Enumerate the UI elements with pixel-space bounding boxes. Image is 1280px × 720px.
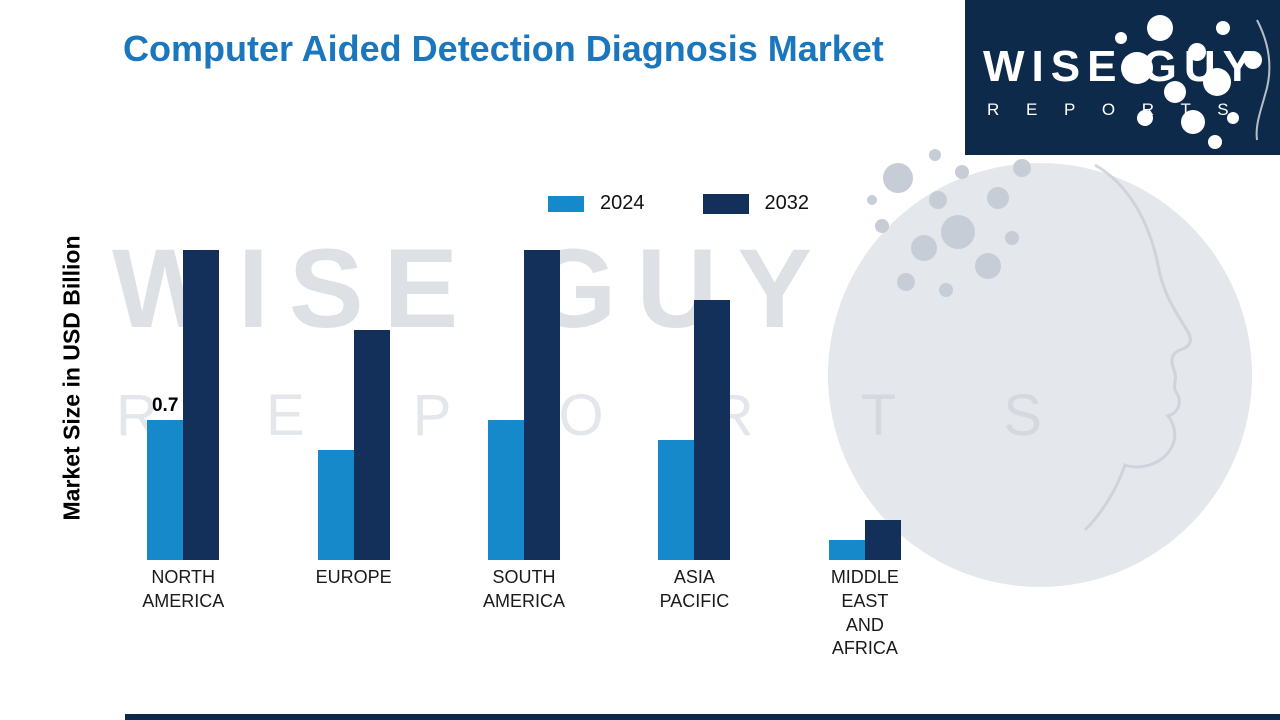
- logo-profile-line-icon: [1255, 19, 1271, 141]
- wise-guy-reports-logo: WISE GUY R E P O R T S: [965, 0, 1280, 155]
- bar-chart: 0.7: [98, 230, 950, 560]
- bar-group-3: [609, 230, 779, 560]
- legend-swatch-2024: [548, 195, 584, 212]
- legend-item-2032: 2032: [702, 192, 810, 215]
- logo-wordmark: WISE GUY: [983, 42, 1260, 91]
- category-label-4: MIDDLE EAST AND AFRICA: [830, 567, 899, 659]
- legend: 2024 2032: [548, 192, 809, 215]
- logo-reports-label: R E P O R T S: [987, 100, 1240, 119]
- gray-dots-pattern-icon: [867, 149, 1031, 297]
- page-title: Computer Aided Detection Diagnosis Marke…: [123, 28, 884, 69]
- legend-item-2024: 2024: [548, 192, 645, 215]
- footer-accent-bar: [125, 714, 1280, 720]
- category-label-2: SOUTH AMERICA: [483, 567, 566, 611]
- bar-2024-north-america: 0.7: [147, 395, 184, 560]
- bar-2032-north-america: [183, 250, 220, 560]
- legend-label-2024: 2024: [600, 192, 645, 214]
- face-profile-outline-icon: [1083, 163, 1192, 532]
- logo-face-dots-icon: [1115, 15, 1271, 149]
- category-label-0: NORTH AMERICA: [142, 567, 225, 611]
- bar-2024-europe: [317, 450, 354, 560]
- category-label-3: ASIA PACIFIC: [659, 567, 730, 611]
- bar-value-label: 0.7: [151, 395, 179, 416]
- bar-2032-europe: [353, 330, 390, 560]
- watermark-text-reports: R E P O R T S: [116, 383, 1088, 448]
- bar-group-0: 0.7: [98, 230, 268, 560]
- bar-2032-asia-pacific: [694, 300, 731, 560]
- bar-group-1: [268, 230, 438, 560]
- bar-2032-south-america: [524, 250, 561, 560]
- category-label-1: EUROPE: [315, 567, 392, 587]
- category-axis: NORTH AMERICA EUROPE SOUTH AMERICA ASIA PACIFI…: [98, 566, 950, 661]
- bar-2032-middle-east-and-africa: [864, 520, 901, 560]
- bar-2024-asia-pacific: [658, 440, 695, 560]
- y-axis-label: Market Size in USD Billion: [58, 235, 85, 521]
- bar-group-4: [780, 230, 950, 560]
- legend-label-2032: 2032: [764, 192, 810, 214]
- bar-2024-south-america: [488, 420, 525, 560]
- watermark-circle: [828, 163, 1252, 587]
- bar-2024-middle-east-and-africa: [828, 540, 865, 560]
- legend-swatch-2032: [702, 193, 749, 214]
- bar-group-2: [439, 230, 609, 560]
